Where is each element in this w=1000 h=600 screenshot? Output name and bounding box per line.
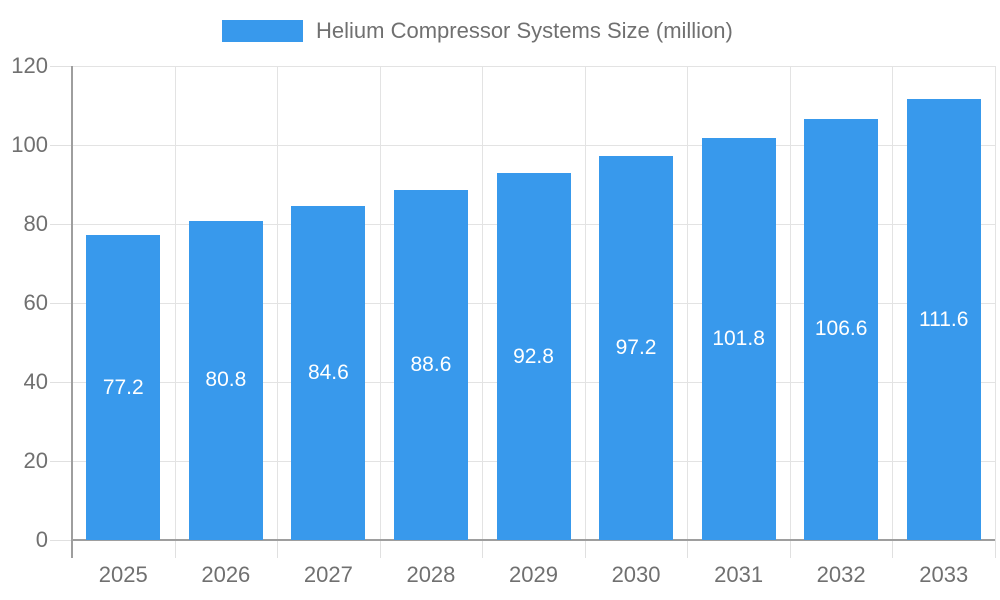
v-gridline — [892, 66, 894, 540]
x-tick-label: 2028 — [406, 562, 456, 587]
bar[interactable]: 111.6 — [906, 99, 981, 540]
x-axis-tick — [379, 540, 381, 558]
x-axis-tick — [584, 540, 586, 558]
bar[interactable]: 101.8 — [701, 137, 776, 540]
y-tick-label: 60 — [23, 290, 48, 315]
y-axis-line — [71, 66, 73, 558]
h-gridline — [72, 145, 995, 146]
y-axis-tick — [50, 540, 72, 541]
v-gridline — [789, 66, 791, 540]
y-tick-label: 100 — [11, 132, 48, 157]
x-tick-label: 2025 — [98, 562, 148, 587]
bar[interactable]: 97.2 — [599, 156, 674, 540]
x-tick-label: 2033 — [919, 562, 969, 587]
x-axis-tick — [277, 540, 279, 558]
v-gridline — [584, 66, 586, 540]
v-gridline — [482, 66, 484, 540]
x-tick-label: 2027 — [303, 562, 353, 587]
bar-value-label: 88.6 — [410, 353, 452, 377]
x-axis-line — [72, 539, 995, 541]
y-axis-tick — [50, 66, 72, 67]
v-gridline — [687, 66, 689, 540]
bar-value-label: 111.6 — [919, 307, 969, 331]
x-tick-label: 2026 — [201, 562, 251, 587]
y-tick-label: 20 — [23, 448, 48, 473]
x-tick-label: 2029 — [509, 562, 558, 587]
x-axis-tick — [892, 540, 894, 558]
bar-value-label: 77.2 — [102, 375, 144, 399]
x-axis-tick — [789, 540, 791, 558]
legend-label: Helium Compressor Systems Size (million) — [316, 18, 733, 43]
bar[interactable]: 80.8 — [188, 220, 263, 540]
y-tick-label: 80 — [23, 211, 48, 236]
x-axis-tick — [995, 540, 996, 558]
x-tick-label: 2030 — [611, 562, 661, 587]
legend-swatch-icon — [222, 20, 303, 42]
v-gridline — [995, 66, 996, 540]
plot-area: 77.2 80.8 84.6 88.6 92.8 97.2 101.8 106.6 111.6 — [50, 66, 996, 558]
v-gridline — [379, 66, 381, 540]
y-axis-tick — [50, 303, 72, 304]
y-tick-label: 40 — [23, 369, 48, 394]
h-gridline — [72, 66, 995, 67]
bar[interactable]: 106.6 — [804, 118, 879, 540]
x-tick-label: 2031 — [714, 562, 764, 587]
bar-value-label: 92.8 — [513, 344, 554, 368]
bar-value-label: 84.6 — [307, 360, 349, 384]
x-tick-label: 2032 — [816, 562, 866, 587]
y-tick-label: 0 — [35, 527, 48, 552]
y-axis-tick — [50, 224, 72, 225]
x-axis-tick — [482, 540, 484, 558]
x-axis-tick — [174, 540, 176, 558]
bar-value-label: 97.2 — [615, 336, 657, 360]
bar[interactable]: 77.2 — [86, 235, 161, 540]
bar[interactable]: 84.6 — [291, 205, 366, 540]
v-gridline — [277, 66, 279, 540]
y-axis-tick — [50, 145, 72, 146]
x-axis-tick — [687, 540, 689, 558]
y-tick-label: 120 — [11, 53, 48, 78]
bar-value-label: 80.8 — [205, 368, 247, 392]
bar-value-label: 101.8 — [712, 326, 765, 350]
bar[interactable]: 92.8 — [496, 173, 571, 540]
bar[interactable]: 88.6 — [393, 190, 468, 540]
bar-value-label: 106.6 — [814, 317, 868, 341]
legend[interactable]: Helium Compressor Systems Size (million) — [222, 18, 733, 44]
y-axis-tick — [50, 382, 72, 383]
v-gridline — [174, 66, 176, 540]
y-axis-tick — [50, 461, 72, 462]
